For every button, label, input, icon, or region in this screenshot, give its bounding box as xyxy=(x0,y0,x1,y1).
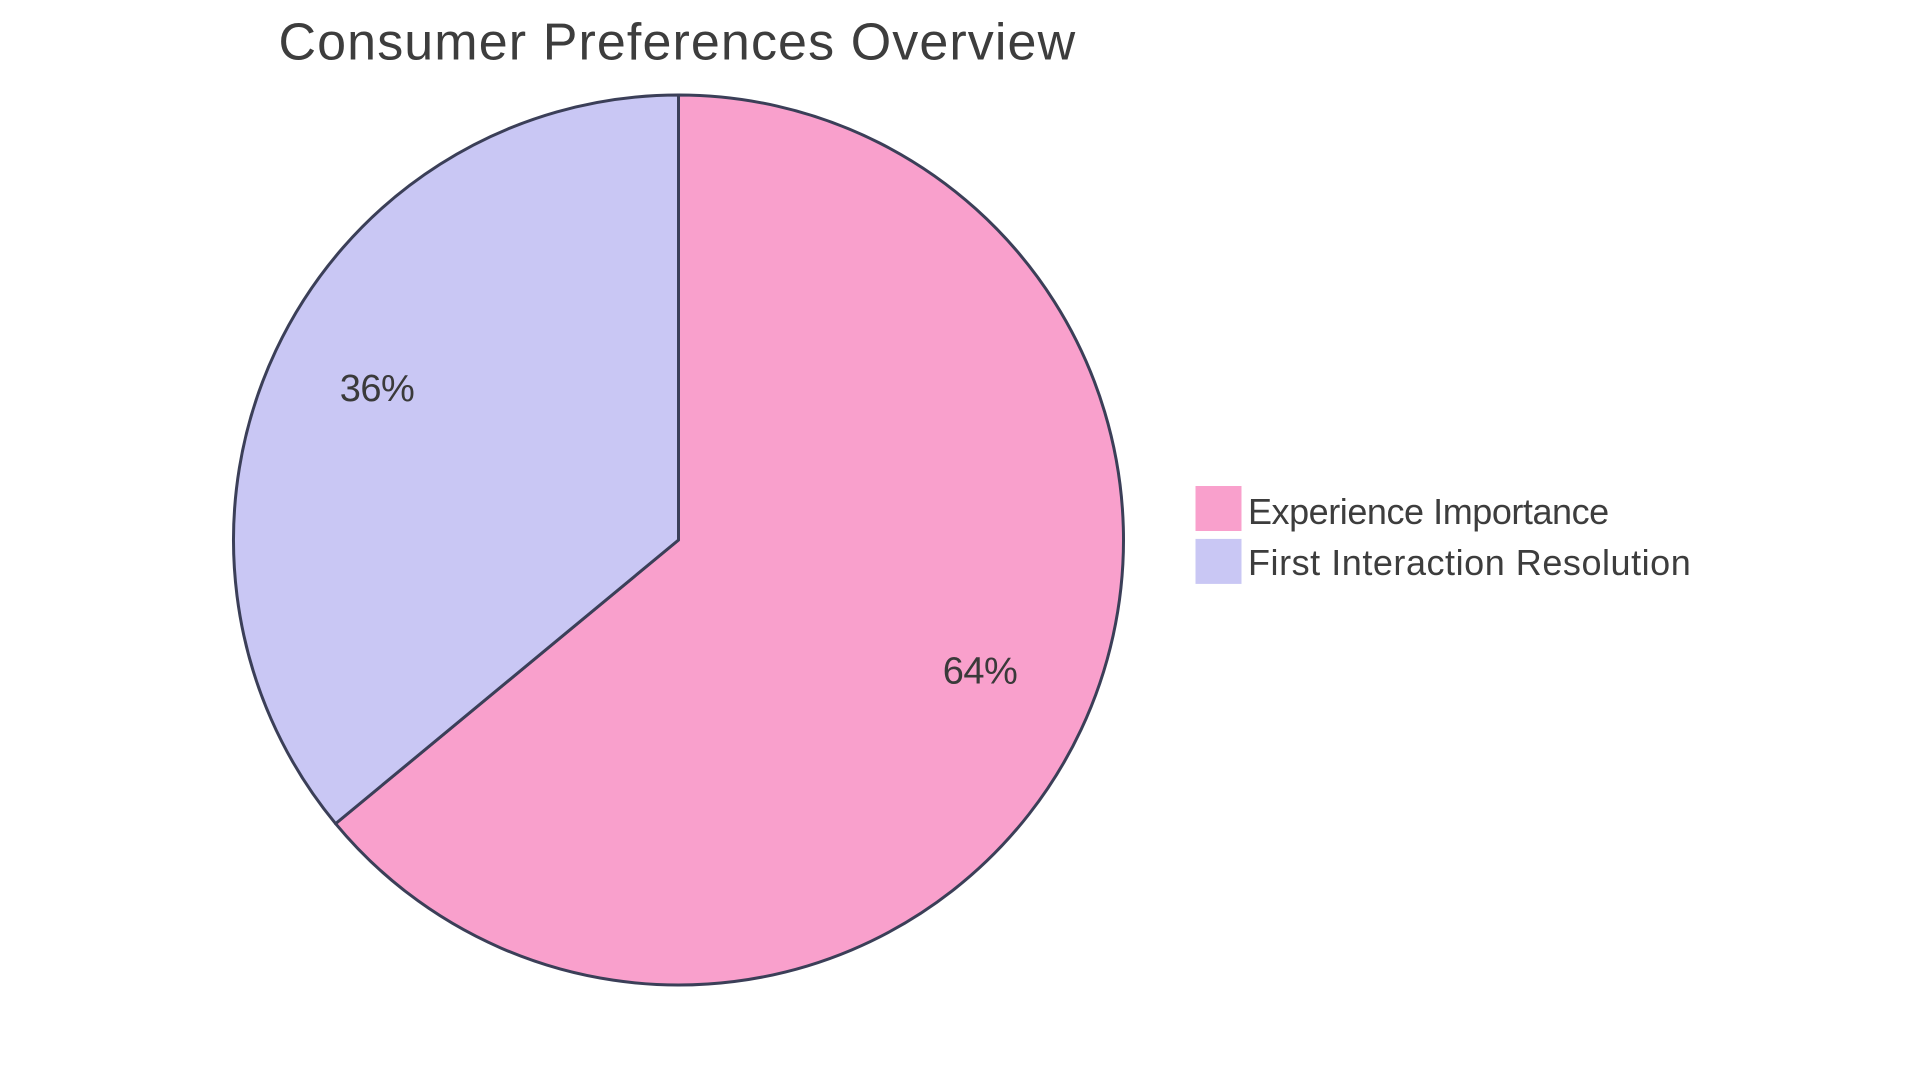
svg-text:Experience Importance: Experience Importance xyxy=(1248,491,1609,532)
svg-text:First Interaction Resolution: First Interaction Resolution xyxy=(1248,542,1691,583)
svg-text:36%: 36% xyxy=(340,368,415,410)
svg-text:64%: 64% xyxy=(943,651,1018,693)
svg-text:Consumer Preferences Overview: Consumer Preferences Overview xyxy=(279,14,1077,72)
